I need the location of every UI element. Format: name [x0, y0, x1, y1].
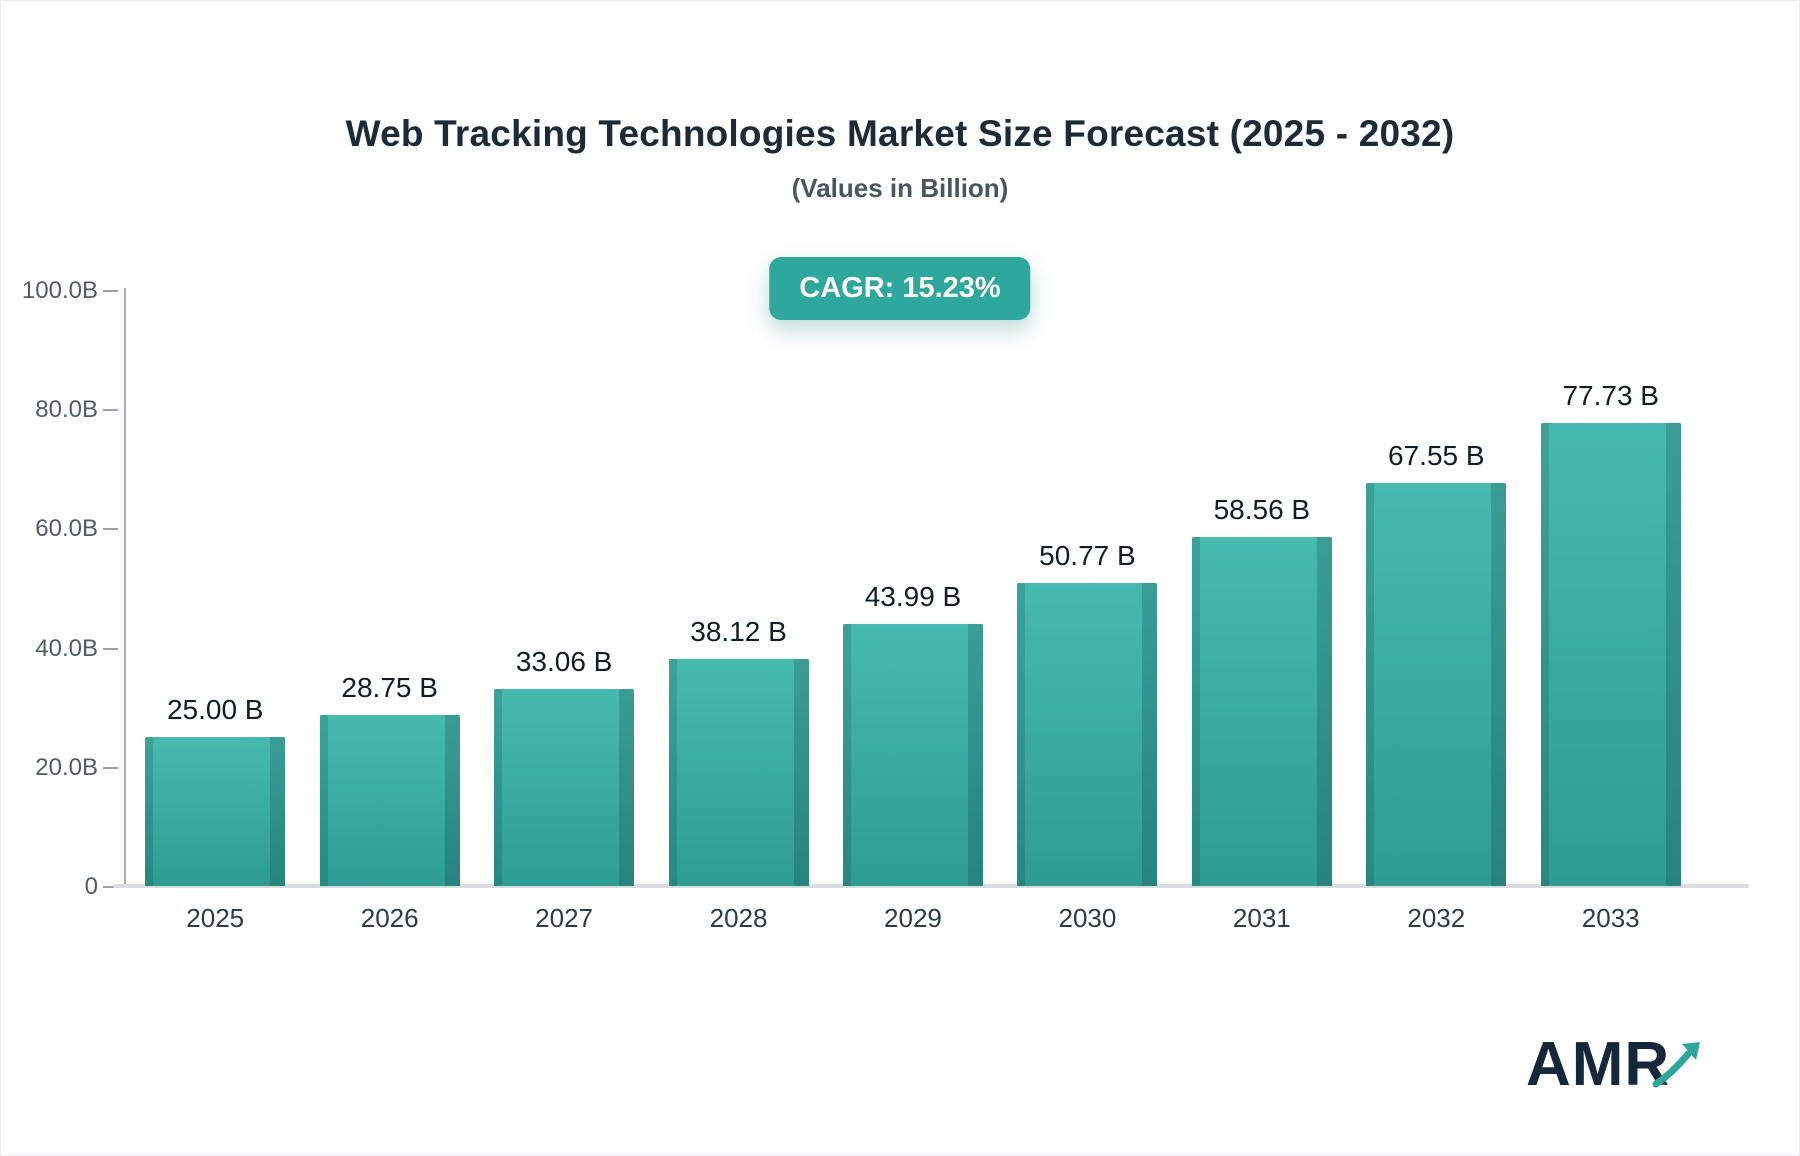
- x-axis-label: 2026: [360, 903, 419, 933]
- bar-group: 38.12 B: [652, 616, 826, 886]
- bar: [668, 659, 809, 886]
- bar: [1191, 537, 1332, 886]
- bar-value-label: 25.00 B: [166, 694, 264, 725]
- bar-group: 25.00 B: [128, 694, 302, 886]
- x-axis-label: 2025: [186, 903, 245, 933]
- y-axis-tick-label: 20.0B: [35, 753, 98, 781]
- bar-value-label: 58.56 B: [1213, 494, 1311, 525]
- bar: [1366, 483, 1507, 886]
- y-axis-tick-mark: [103, 409, 118, 412]
- cagr-badge: CAGR: 15.23%: [769, 257, 1031, 320]
- amr-logo: AMR: [1526, 1029, 1704, 1100]
- amr-logo-text: AMR: [1526, 1030, 1671, 1099]
- chart-title: Web Tracking Technologies Market Size Fo…: [345, 113, 1455, 154]
- y-axis-tick-label: 0: [84, 873, 98, 900]
- x-axis-label: 2031: [1232, 903, 1291, 933]
- y-axis: 0 20.0B 40.0B 60.0B 80.0B 100.0B: [1, 277, 124, 900]
- x-axis-label: 2030: [1058, 903, 1117, 933]
- bar-value-label: 77.73 B: [1562, 380, 1659, 411]
- bar: [842, 624, 983, 886]
- y-axis-line: [124, 288, 126, 888]
- bar-value-label: 33.06 B: [515, 646, 613, 677]
- bar: [145, 737, 286, 886]
- bar-value-label: 67.55 B: [1388, 440, 1485, 471]
- y-axis-tick-label: 80.0B: [35, 396, 98, 424]
- x-axis-label: 2028: [709, 903, 768, 933]
- y-axis-tick-mark: [103, 290, 118, 292]
- bar-group: 50.77 B: [1000, 540, 1174, 886]
- bars-area: 25.00 B 28.75 B 33.06 B 38.12 B 43.99 B 50.77…: [128, 290, 1698, 886]
- x-axis-label: 2027: [535, 903, 594, 933]
- y-axis-tick-label: 60.0B: [35, 515, 98, 543]
- x-axis-baseline: [113, 884, 1749, 888]
- bar: [1017, 583, 1158, 886]
- chart-subtitle: (Values in Billion): [791, 173, 1009, 203]
- bar: [319, 715, 460, 886]
- bar-value-label: 38.12 B: [690, 616, 787, 647]
- y-axis-tick-label: 40.0B: [35, 634, 98, 662]
- bar-value-label: 28.75 B: [341, 672, 438, 703]
- bar-group: 77.73 B: [1524, 380, 1698, 886]
- amr-logo-arrow-icon: [1652, 1041, 1701, 1087]
- x-axis-label: 2032: [1407, 903, 1466, 933]
- y-axis-tick-label: 100.0B: [21, 277, 98, 304]
- bar: [1540, 423, 1681, 886]
- x-axis-labels: 2025 2026 2027 2028 2029 2030 2031 2032 2033: [128, 903, 1698, 934]
- bar-value-label: 50.77 B: [1039, 540, 1136, 571]
- bar-group: 67.55 B: [1349, 440, 1523, 886]
- y-axis-tick-mark: [103, 647, 118, 650]
- bar-group: 28.75 B: [303, 672, 477, 886]
- y-axis-tick-mark: [103, 766, 118, 769]
- x-axis-label: 2029: [884, 903, 942, 933]
- bar-group: 43.99 B: [826, 581, 1000, 886]
- bar-group: 33.06 B: [477, 646, 651, 886]
- x-axis-label: 2033: [1581, 903, 1640, 933]
- bar: [494, 689, 635, 886]
- bar-value-label: 43.99 B: [864, 581, 962, 612]
- y-axis-tick-mark: [103, 528, 118, 531]
- bar-group: 58.56 B: [1175, 494, 1349, 886]
- y-axis-tick-mark: [103, 886, 118, 888]
